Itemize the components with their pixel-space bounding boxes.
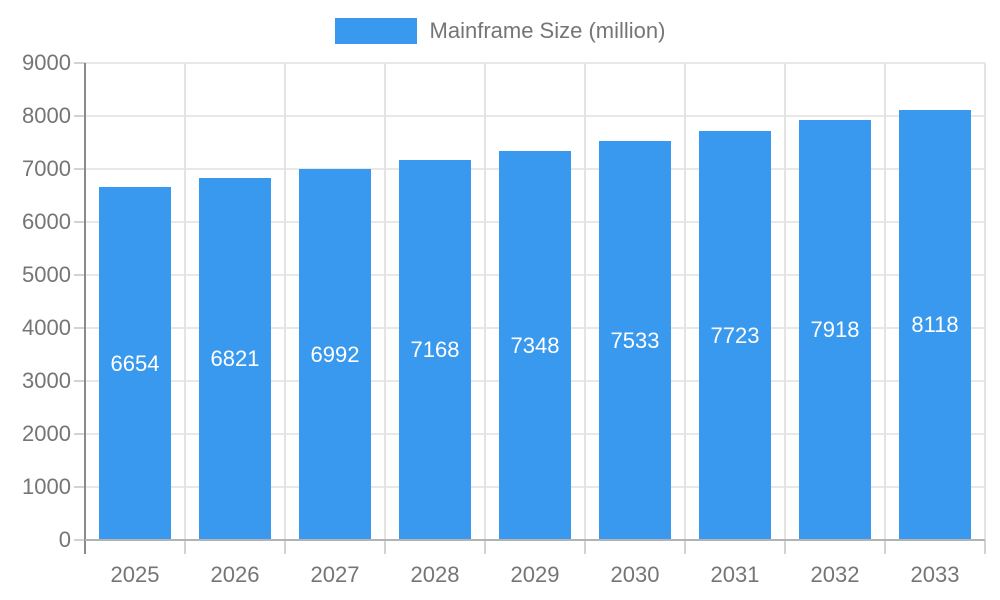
y-axis-label-3000: 3000 xyxy=(22,368,71,393)
y-axis-label-8000: 8000 xyxy=(22,103,71,128)
y-tick-0 xyxy=(74,539,85,541)
bar-2025[interactable]: 6654 xyxy=(99,187,171,540)
y-tick-2000 xyxy=(74,433,85,435)
y-axis-label-0: 0 xyxy=(58,527,71,552)
bar-2033[interactable]: 8118 xyxy=(899,110,971,540)
y-tick-1000 xyxy=(74,486,85,488)
x-axis-label-2029: 2029 xyxy=(510,562,560,587)
bar-value-label-2029: 7348 xyxy=(510,332,560,358)
bar-value-label-2031: 7723 xyxy=(710,322,760,348)
x-axis-label-2028: 2028 xyxy=(410,562,460,587)
x-tick-1 xyxy=(184,540,186,554)
bar-2027[interactable]: 6992 xyxy=(299,169,371,540)
legend-label: Mainframe Size (million) xyxy=(429,18,666,43)
legend[interactable]: Mainframe Size (million) xyxy=(0,16,1000,46)
gridline-v-5 xyxy=(584,63,586,540)
bar-2032[interactable]: 7918 xyxy=(799,120,871,540)
bar-value-label-2028: 7168 xyxy=(410,337,460,362)
gridline-h-9000 xyxy=(85,62,985,64)
y-axis-label-6000: 6000 xyxy=(22,209,71,234)
x-tick-9 xyxy=(984,540,986,554)
bar-value-label-2027: 6992 xyxy=(310,341,360,367)
bar-2026[interactable]: 6821 xyxy=(199,178,271,540)
gridline-v-3 xyxy=(384,63,386,540)
bar-value-label-2033: 8118 xyxy=(911,312,959,337)
x-axis-label-2030: 2030 xyxy=(610,562,660,587)
x-axis-label-2025: 2025 xyxy=(110,562,160,587)
bar-2029[interactable]: 7348 xyxy=(499,151,571,540)
x-axis-baseline xyxy=(85,539,985,541)
gridline-h-8000 xyxy=(85,115,985,117)
x-axis-label-2027: 2027 xyxy=(310,562,360,587)
x-axis-label-2031: 2031 xyxy=(710,562,760,587)
gridline-v-7 xyxy=(784,63,786,540)
gridline-v-9 xyxy=(984,63,986,540)
y-axis-label-4000: 4000 xyxy=(22,315,71,340)
y-axis-label-1000: 1000 xyxy=(22,474,71,499)
bar-2030[interactable]: 7533 xyxy=(599,141,671,540)
y-axis-label-9000: 9000 xyxy=(22,50,71,75)
bar-2028[interactable]: 7168 xyxy=(399,160,471,540)
bar-value-label-2030: 7533 xyxy=(610,327,660,353)
bar-value-label-2025: 6654 xyxy=(110,350,160,376)
y-tick-4000 xyxy=(74,327,85,329)
y-axis-line xyxy=(84,63,86,554)
legend-swatch xyxy=(334,18,417,44)
x-tick-5 xyxy=(584,540,586,554)
bar-value-label-2032: 7918 xyxy=(810,317,860,342)
x-tick-7 xyxy=(784,540,786,554)
y-tick-5000 xyxy=(74,274,85,276)
bar-2031[interactable]: 7723 xyxy=(699,131,771,540)
x-axis-label-2033: 2033 xyxy=(910,562,960,587)
x-tick-4 xyxy=(484,540,486,554)
y-tick-7000 xyxy=(74,168,85,170)
y-axis-label-2000: 2000 xyxy=(22,421,71,446)
x-axis-label-2032: 2032 xyxy=(810,562,860,587)
gridline-v-8 xyxy=(884,63,886,540)
x-tick-2 xyxy=(284,540,286,554)
y-tick-6000 xyxy=(74,221,85,223)
bar-value-label-2026: 6821 xyxy=(210,346,260,371)
y-tick-3000 xyxy=(74,380,85,382)
y-tick-8000 xyxy=(74,115,85,117)
y-axis-label-5000: 5000 xyxy=(22,262,71,287)
x-tick-6 xyxy=(684,540,686,554)
y-tick-9000 xyxy=(74,62,85,64)
x-tick-3 xyxy=(384,540,386,554)
y-axis-label-7000: 7000 xyxy=(22,156,71,181)
x-tick-8 xyxy=(884,540,886,554)
gridline-v-1 xyxy=(184,63,186,540)
gridline-v-2 xyxy=(284,63,286,540)
x-axis-label-2026: 2026 xyxy=(210,562,260,587)
gridline-v-4 xyxy=(484,63,486,540)
gridline-v-6 xyxy=(684,63,686,540)
